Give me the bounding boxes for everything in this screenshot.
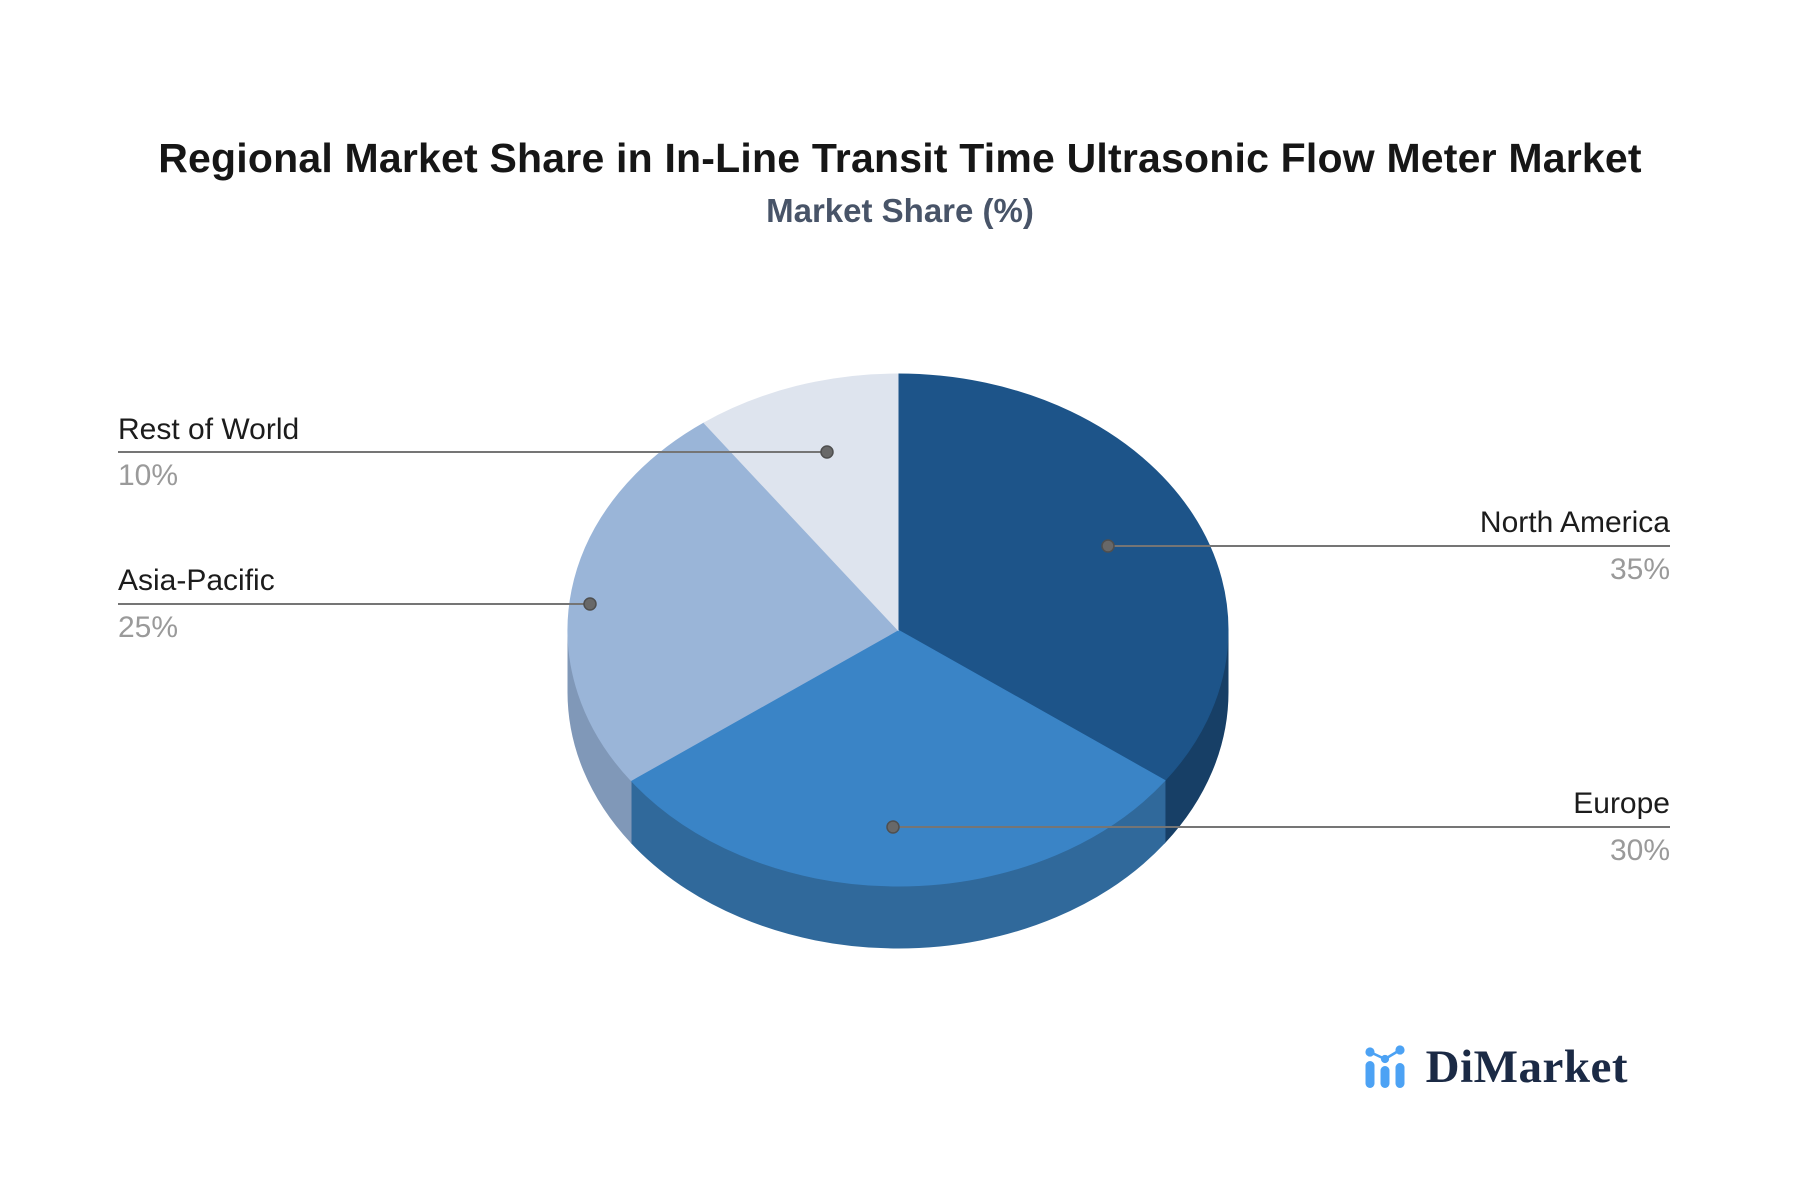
chart-title: Regional Market Share in In-Line Transit…	[158, 135, 1642, 181]
leader-dot-rest-of-world	[820, 445, 834, 459]
chart-subtitle: Market Share (%)	[766, 192, 1034, 229]
logo-dot-icon	[1365, 1047, 1375, 1057]
slice-label-europe: Europe	[1573, 787, 1670, 820]
logo-dot-icon	[1380, 1054, 1389, 1064]
brand-logo-icon	[1365, 1045, 1405, 1088]
leader-dot-north-america	[1101, 539, 1115, 553]
brand-logo-text: DiMarket	[1425, 1041, 1628, 1093]
slice-value-europe: 30%	[1609, 834, 1670, 867]
pie-slices-group	[567, 373, 1229, 949]
brand-logo: DiMarket	[1365, 1041, 1628, 1093]
pie-slice-rest-of-world[interactable]	[703, 373, 899, 632]
logo-bar-icon	[1365, 1061, 1375, 1088]
slice-label-north-america: North America	[1479, 506, 1670, 539]
pie-slice-asia-pacific[interactable]	[567, 422, 899, 782]
slice-value-rest-of-world: 10%	[118, 459, 179, 492]
slice-label-rest-of-world: Rest of World	[118, 413, 300, 446]
leader-dot-europe	[886, 820, 900, 834]
pie-slice-north-america[interactable]	[897, 373, 1229, 782]
logo-bar-icon	[1395, 1063, 1405, 1088]
leader-lines-group	[118, 445, 1670, 834]
slice-value-north-america: 35%	[1609, 553, 1670, 586]
logo-bar-icon	[1380, 1066, 1390, 1088]
slice-value-asia-pacific: 25%	[118, 611, 179, 644]
logo-dot-icon	[1395, 1045, 1405, 1055]
slice-label-asia-pacific: Asia-Pacific	[118, 564, 275, 597]
leader-dot-asia-pacific	[583, 597, 597, 611]
